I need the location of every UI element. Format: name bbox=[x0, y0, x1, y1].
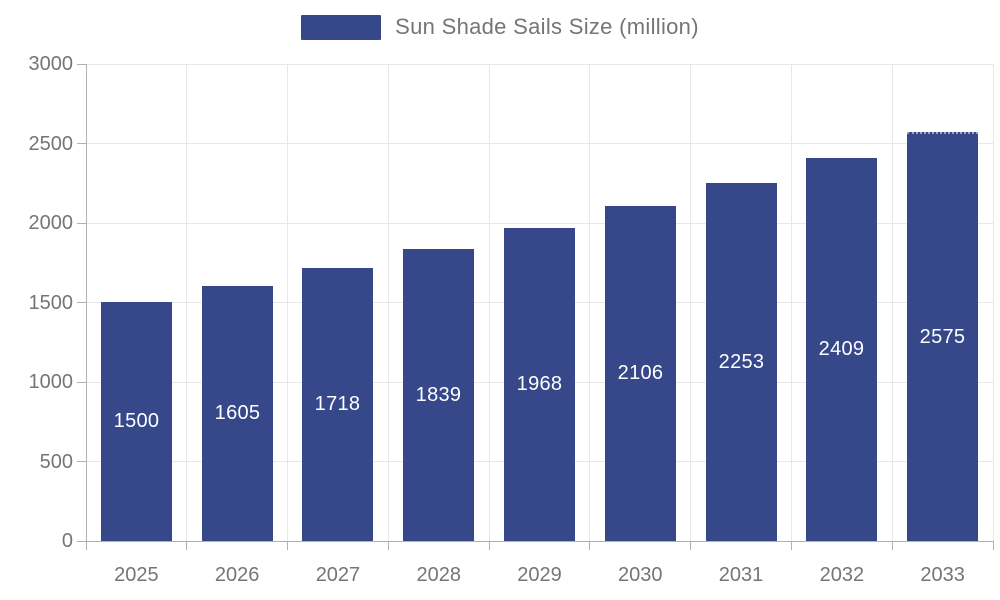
y-tick-label: 1500 bbox=[28, 291, 74, 314]
x-tick-label: 2030 bbox=[618, 564, 663, 586]
y-axis-tick bbox=[77, 143, 86, 144]
y-axis-tick bbox=[77, 63, 86, 65]
x-tick-label: 2026 bbox=[214, 564, 260, 586]
v-gridline bbox=[488, 64, 490, 541]
y-axis-tick bbox=[77, 461, 86, 462]
v-gridline bbox=[790, 64, 792, 541]
bar-value-label: 1718 bbox=[314, 393, 361, 415]
bar[interactable]: 1605 bbox=[202, 286, 273, 541]
x-axis-tick bbox=[387, 541, 389, 550]
v-gridline bbox=[891, 64, 893, 541]
x-axis-line bbox=[86, 540, 993, 542]
y-tick-label: 500 bbox=[39, 450, 73, 473]
y-tick-label: 2500 bbox=[28, 132, 74, 155]
h-gridline bbox=[86, 222, 993, 224]
y-tick-label: 1000 bbox=[28, 371, 74, 393]
h-gridline bbox=[86, 143, 993, 144]
y-axis-tick bbox=[77, 381, 86, 383]
x-tick-label: 2025 bbox=[114, 564, 159, 586]
y-axis-tick bbox=[77, 302, 86, 303]
bar-value-label: 2409 bbox=[818, 338, 865, 360]
legend-item[interactable]: Sun Shade Sails Size (million) bbox=[0, 14, 1000, 40]
bar-value-label: 2106 bbox=[617, 362, 664, 384]
x-axis-tick bbox=[186, 541, 188, 550]
x-axis-tick bbox=[891, 541, 893, 550]
y-tick-label: 2000 bbox=[28, 212, 74, 234]
bar-value-label: 2253 bbox=[718, 350, 765, 373]
x-axis-tick bbox=[488, 541, 490, 550]
bar-value-label: 2575 bbox=[919, 326, 966, 348]
y-axis-tick bbox=[77, 222, 86, 224]
x-axis-tick bbox=[589, 541, 591, 550]
bar-value-label: 1605 bbox=[214, 402, 261, 424]
x-tick-label: 2029 bbox=[517, 564, 562, 586]
x-axis-tick bbox=[690, 541, 692, 550]
v-gridline bbox=[992, 64, 994, 541]
y-axis-tick bbox=[77, 540, 86, 542]
y-axis-line bbox=[85, 64, 87, 550]
y-tick-label: 0 bbox=[61, 530, 73, 552]
y-tick-label: 3000 bbox=[28, 53, 74, 75]
bar-value-label: 1968 bbox=[516, 373, 563, 395]
bar-value-label: 1839 bbox=[415, 383, 462, 406]
bar[interactable]: 2253 bbox=[706, 183, 777, 541]
x-axis-tick bbox=[790, 541, 792, 550]
bar[interactable]: 2106 bbox=[605, 206, 676, 541]
x-tick-label: 2027 bbox=[315, 564, 361, 586]
x-tick-label: 2033 bbox=[920, 564, 965, 586]
v-gridline bbox=[387, 64, 389, 541]
x-tick-label: 2031 bbox=[718, 564, 764, 586]
bar[interactable]: 1718 bbox=[302, 268, 373, 541]
bar[interactable]: 2575 bbox=[907, 132, 978, 541]
h-gridline bbox=[86, 63, 993, 65]
bar-value-label: 1500 bbox=[113, 410, 160, 432]
bar[interactable]: 1500 bbox=[101, 302, 172, 541]
bar[interactable]: 2409 bbox=[806, 158, 877, 541]
bar[interactable]: 1839 bbox=[403, 249, 474, 541]
x-tick-label: 2028 bbox=[416, 564, 461, 586]
x-tick-label: 2032 bbox=[819, 564, 865, 586]
v-gridline bbox=[589, 64, 591, 541]
legend-swatch bbox=[301, 14, 382, 40]
v-gridline bbox=[287, 64, 289, 541]
x-axis-tick bbox=[287, 541, 289, 550]
v-gridline bbox=[186, 64, 188, 541]
bar[interactable]: 1968 bbox=[504, 228, 575, 541]
x-axis-tick bbox=[992, 541, 994, 550]
legend-label: Sun Shade Sails Size (million) bbox=[395, 14, 699, 39]
v-gridline bbox=[690, 64, 692, 541]
